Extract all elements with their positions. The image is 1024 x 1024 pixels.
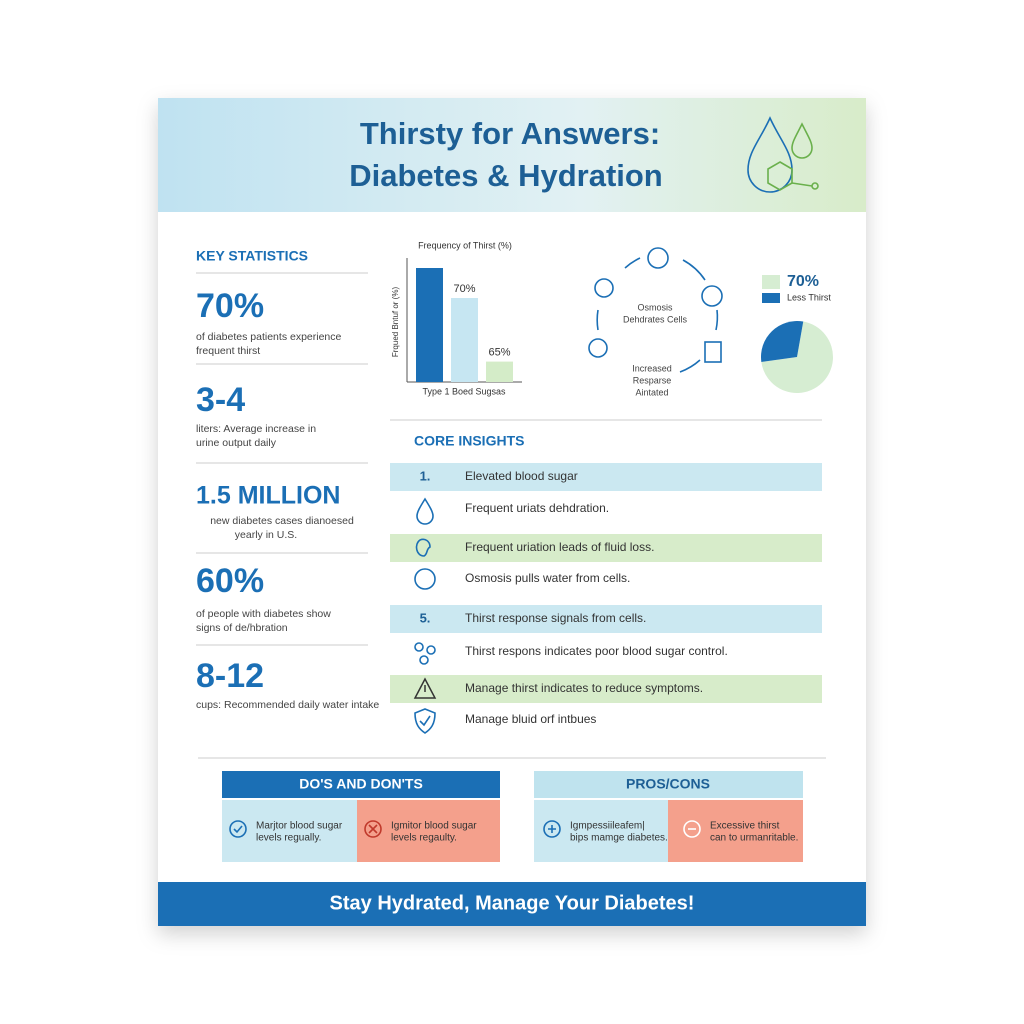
legend-swatch xyxy=(762,293,780,303)
row-marker: 1. xyxy=(420,468,431,483)
box-header xyxy=(222,771,500,798)
title: Thirsty for Answers: xyxy=(360,116,660,151)
bar xyxy=(486,361,513,382)
stat-text: frequent thirst xyxy=(196,345,260,357)
legend-label: Less Thirst xyxy=(787,292,831,302)
row-text: Elevated blood sugar xyxy=(465,469,578,483)
row-marker: 5. xyxy=(420,610,431,625)
plus-icon xyxy=(543,820,561,838)
dont-text: Igmitor blood sugar xyxy=(391,821,477,832)
chart-title: Frequency of Thirst (%) xyxy=(418,240,512,250)
box-heading: DO'S AND DON'TS xyxy=(299,776,423,792)
check-icon xyxy=(229,820,247,838)
do-text: Marjtor blood sugar xyxy=(256,821,343,832)
con-text: can to urmanritable. xyxy=(710,833,798,844)
x-axis-label: Type 1 Boed Sugsas xyxy=(422,386,506,396)
row-text: Manage thirst indicates to reduce sympto… xyxy=(465,681,703,695)
row-text: Frequent uriats dehdration. xyxy=(465,501,609,515)
brain-icon xyxy=(414,568,436,590)
header-band xyxy=(158,98,866,212)
diagram-label: Dehdrates Cells xyxy=(623,314,688,324)
row-text: Frequent uriation leads of fluid loss. xyxy=(465,540,654,554)
kidney-icon xyxy=(415,538,431,557)
pie-slice xyxy=(761,321,804,363)
stat-value: 1.5 MILLION xyxy=(196,482,340,510)
con-cell xyxy=(668,800,803,862)
box-header xyxy=(534,771,803,798)
con-text: Excessive thirst xyxy=(710,821,780,832)
pro-cell xyxy=(534,800,668,862)
cross-icon xyxy=(364,820,382,838)
legend-label: 70% xyxy=(787,273,819,290)
shield-icon xyxy=(414,708,436,734)
pro-text: bips mamge diabetes. xyxy=(570,833,668,844)
drop-icon xyxy=(416,497,434,525)
title: Diabetes & Hydration xyxy=(349,158,663,193)
bar xyxy=(416,268,443,382)
stat-value: 60% xyxy=(196,562,264,600)
legend-swatch xyxy=(762,275,780,289)
row-band xyxy=(390,605,822,633)
bar-annotation: 65% xyxy=(488,347,510,359)
bar-annotation: 70% xyxy=(453,283,475,295)
section-heading: KEY STATISTICS xyxy=(196,248,308,264)
row-text: Thirst response signals from cells. xyxy=(465,611,646,625)
stat-text: yearly in U.S. xyxy=(235,529,297,541)
pie-slice xyxy=(761,321,833,393)
stat-value: 8-12 xyxy=(196,657,264,695)
row-band xyxy=(390,463,822,491)
diagram-label: Increased xyxy=(632,363,672,373)
footer-text: Stay Hydrated, Manage Your Diabetes! xyxy=(330,892,695,914)
row-band xyxy=(390,534,822,562)
minus-icon xyxy=(683,820,701,838)
warning-icon xyxy=(413,677,437,699)
logo xyxy=(747,116,819,193)
stat-text: urine output daily xyxy=(196,437,277,449)
do-cell xyxy=(222,800,357,862)
row-text: Osmosis pulls water from cells. xyxy=(465,571,630,585)
do-text: levels regually. xyxy=(256,833,321,844)
footer-band xyxy=(158,882,866,926)
section-heading: CORE INSIGHTS xyxy=(414,433,524,449)
stat-text: of people with diabetes show xyxy=(196,608,331,620)
y-axis-label: Frqued Bntuf or (%) xyxy=(391,287,400,358)
bar-chart: Frequency of Thirst (%) Frqued Bntuf or … xyxy=(391,240,522,396)
stat-value: 3-4 xyxy=(196,381,245,419)
bar xyxy=(451,298,478,382)
stat-text: cups: Recommended daily water intake xyxy=(196,699,379,711)
dont-text: levels regaulty. xyxy=(391,833,457,844)
pro-text: Igmpessiileafem| xyxy=(570,821,645,832)
stat-value: 70% xyxy=(196,287,264,325)
insight-list: 1. Elevated blood sugar Frequent uriats … xyxy=(390,463,822,734)
stat-text: new diabetes cases dianoesed xyxy=(210,515,354,527)
row-text: Manage bluid orf intbues xyxy=(465,712,596,726)
cycle-diagram: Osmosis Dehdrates Cells Increased Respar… xyxy=(588,247,723,397)
diagram-label: Aintated xyxy=(635,387,668,397)
dos-donts-box: DO'S AND DON'TS Marjtor blood sugar leve… xyxy=(222,771,500,862)
diagram-label: Osmosis xyxy=(637,302,673,312)
row-text: Thirst respons indicates poor blood suga… xyxy=(465,644,728,658)
pie-chart: 70% Less Thirst xyxy=(761,273,833,393)
pros-cons-box: PROS/CONS Igmpessiileafem| bips mamge di… xyxy=(534,771,803,862)
box-heading: PROS/CONS xyxy=(626,776,710,792)
row-band xyxy=(390,675,822,703)
stat-text: signs of de/hbration xyxy=(196,622,288,634)
diagram-label: Resparse xyxy=(633,375,672,385)
stat-text: liters: Average increase in xyxy=(196,423,316,435)
stat-text: of diabetes patients experience xyxy=(196,331,342,343)
molecule-icon xyxy=(414,642,436,665)
